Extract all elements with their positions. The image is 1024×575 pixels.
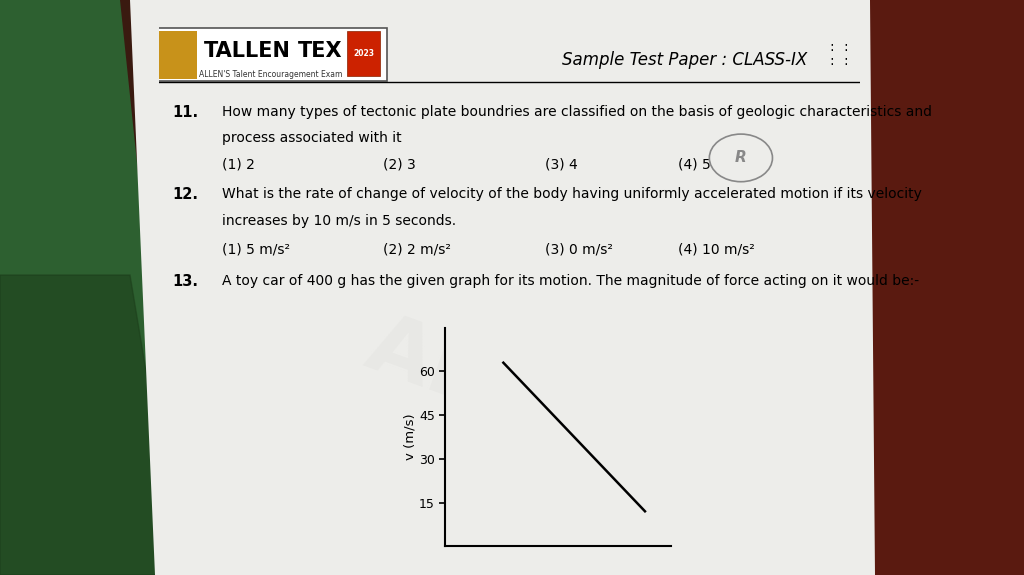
Polygon shape — [0, 0, 180, 575]
Bar — [159, 31, 198, 79]
Text: (4) 5: (4) 5 — [678, 158, 711, 172]
Text: ALLEN'S Talent Encouragement Exam: ALLEN'S Talent Encouragement Exam — [200, 70, 343, 79]
Text: (1) 5 m/s²: (1) 5 m/s² — [222, 243, 290, 256]
Text: 12.: 12. — [173, 187, 199, 202]
Bar — [347, 31, 380, 76]
Text: :: : — [829, 40, 835, 54]
Polygon shape — [700, 0, 1024, 575]
Text: (1) 2: (1) 2 — [222, 158, 255, 172]
Text: :: : — [829, 54, 835, 68]
Text: R: R — [735, 151, 746, 166]
FancyBboxPatch shape — [156, 28, 387, 81]
Text: Sample Test Paper : CLASS-IX: Sample Test Paper : CLASS-IX — [562, 51, 808, 69]
Text: A toy car of 400 g has the given graph for its motion. The magnitude of force ac: A toy car of 400 g has the given graph f… — [222, 274, 919, 288]
Text: process associated with it: process associated with it — [222, 132, 401, 145]
Text: :: : — [844, 40, 849, 54]
Text: (2) 2 m/s²: (2) 2 m/s² — [383, 243, 451, 256]
Text: :: : — [844, 54, 849, 68]
Text: ALLEN: ALLEN — [356, 304, 663, 482]
Text: What is the rate of change of velocity of the body having uniformly accelerated : What is the rate of change of velocity o… — [222, 187, 922, 201]
Text: How many types of tectonic plate boundries are classified on the basis of geolog: How many types of tectonic plate boundri… — [222, 105, 932, 119]
Text: (4) 10 m/s²: (4) 10 m/s² — [678, 243, 755, 256]
Text: 13.: 13. — [173, 274, 199, 289]
Polygon shape — [130, 0, 874, 575]
Polygon shape — [0, 275, 180, 575]
Text: 2023: 2023 — [353, 49, 374, 58]
Text: TALLEN: TALLEN — [205, 41, 291, 61]
Text: (3) 0 m/s²: (3) 0 m/s² — [545, 243, 612, 256]
Text: (3) 4: (3) 4 — [545, 158, 578, 172]
Text: 11.: 11. — [173, 105, 199, 120]
Y-axis label: v (m/s): v (m/s) — [403, 413, 417, 461]
Text: increases by 10 m/s in 5 seconds.: increases by 10 m/s in 5 seconds. — [222, 214, 456, 228]
Text: (2) 3: (2) 3 — [383, 158, 416, 172]
Text: TEX: TEX — [298, 41, 342, 61]
